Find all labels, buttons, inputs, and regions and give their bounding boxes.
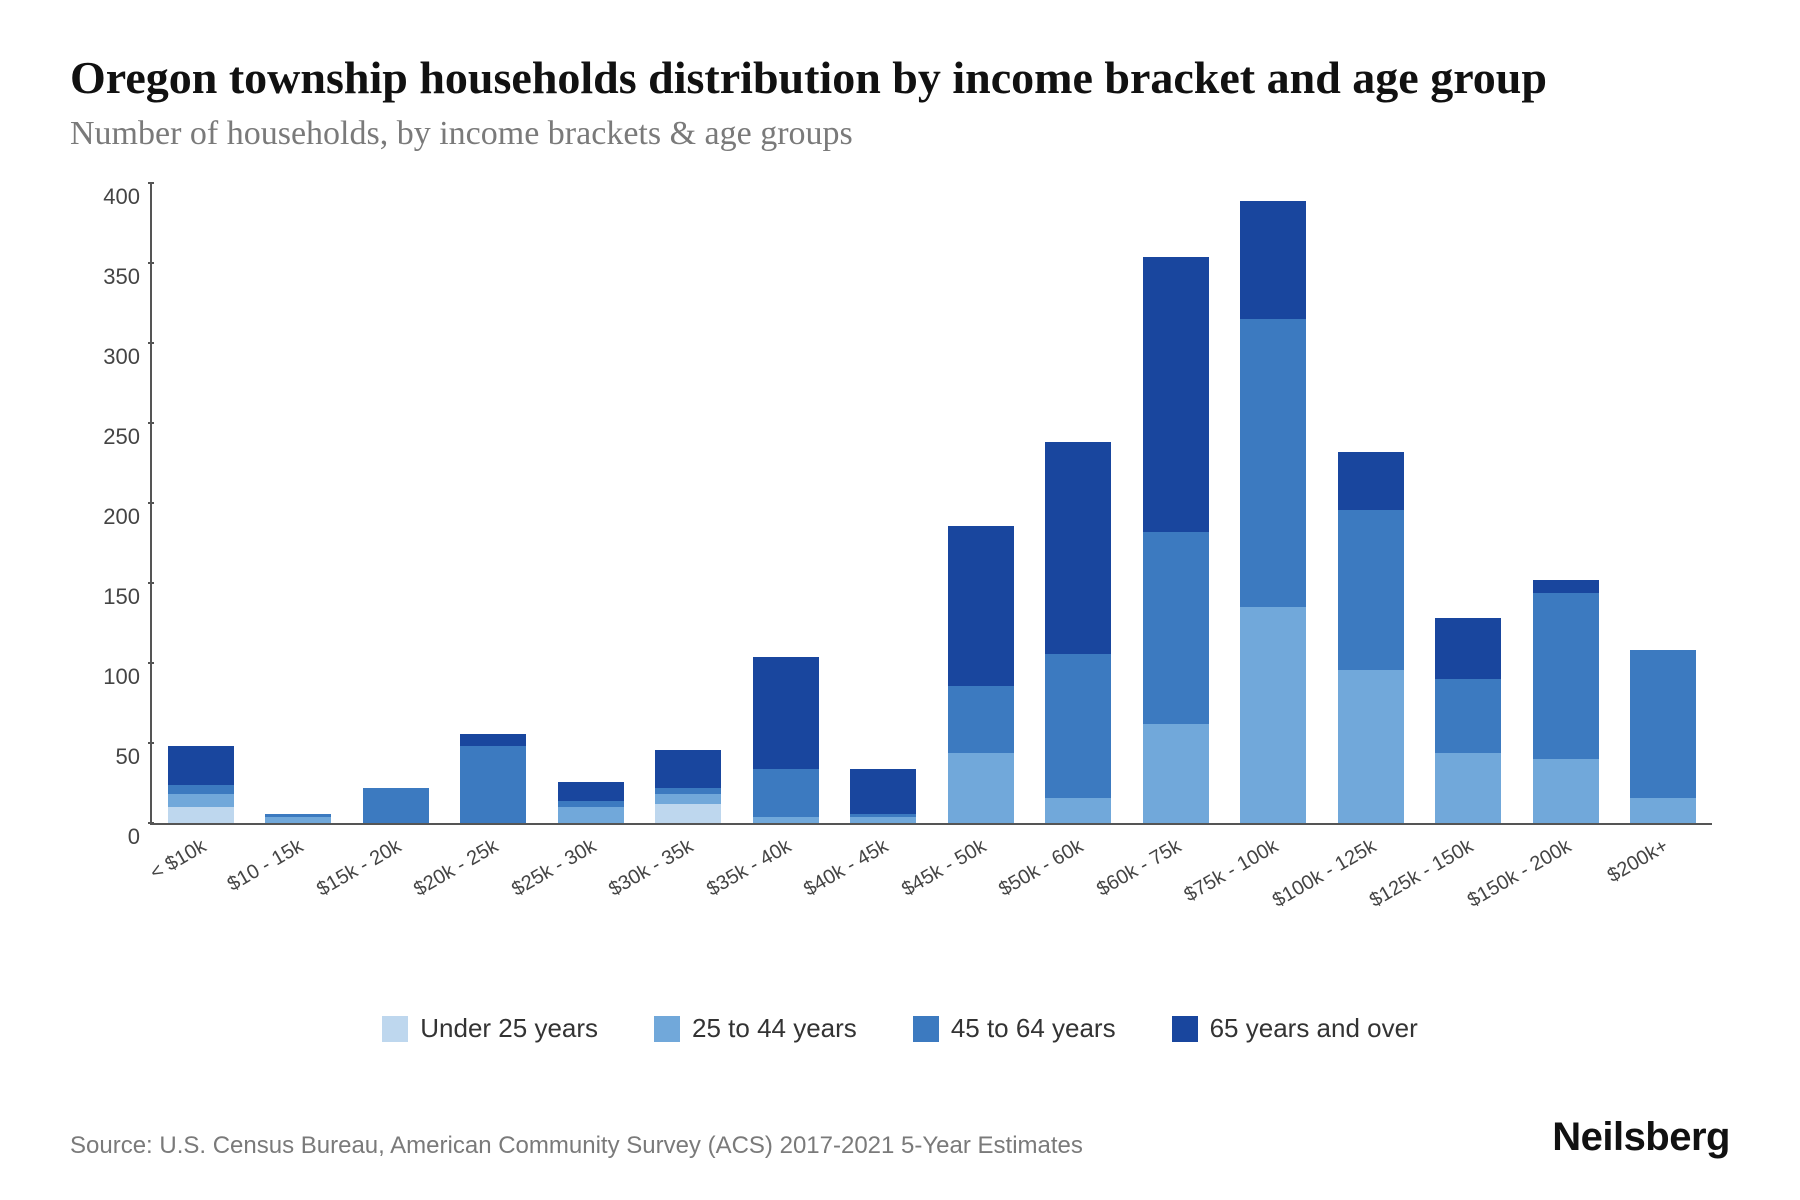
- bar-segment: [655, 804, 721, 823]
- bar-segment: [1533, 759, 1599, 823]
- plot-region: [150, 183, 1712, 825]
- bar-segment: [460, 746, 526, 823]
- legend-label: 65 years and over: [1210, 1013, 1418, 1044]
- bar-segment: [168, 794, 234, 807]
- bar-segment: [1143, 257, 1209, 532]
- bar-segment: [850, 817, 916, 823]
- bar-segment: [168, 785, 234, 795]
- chart-title: Oregon township households distribution …: [70, 50, 1570, 105]
- source-text: Source: U.S. Census Bureau, American Com…: [70, 1132, 1083, 1160]
- legend: Under 25 years 25 to 44 years 45 to 64 yea…: [70, 1013, 1730, 1049]
- bar-segment: [1338, 510, 1404, 670]
- bar-segment: [558, 782, 624, 801]
- legend-item: 25 to 44 years: [654, 1013, 857, 1044]
- brand-logo: Neilsberg: [1552, 1115, 1730, 1160]
- bar-segment: [1240, 319, 1306, 607]
- y-tick-label: 300: [80, 344, 140, 370]
- bar-segment: [1045, 798, 1111, 824]
- bar-segment: [655, 788, 721, 794]
- bar-segment: [850, 769, 916, 814]
- bar-segment: [558, 807, 624, 823]
- y-tick-label: 100: [80, 664, 140, 690]
- bar-segment: [1533, 580, 1599, 593]
- bar-segment: [265, 817, 331, 823]
- y-tick-label: 50: [80, 744, 140, 770]
- y-tick-label: 150: [80, 584, 140, 610]
- bar-segment: [1143, 724, 1209, 823]
- y-tick-label: 400: [80, 184, 140, 210]
- bar-segment: [168, 807, 234, 823]
- bar-segment: [655, 794, 721, 804]
- bar-segment: [850, 814, 916, 817]
- bar-segment: [363, 788, 429, 823]
- bar-segment: [1533, 593, 1599, 759]
- bar-segment: [753, 769, 819, 817]
- bar-segment: [948, 686, 1014, 753]
- legend-swatch: [382, 1016, 408, 1042]
- legend-swatch: [1172, 1016, 1198, 1042]
- bar-segment: [1338, 670, 1404, 824]
- chart-container: Oregon township households distribution …: [0, 0, 1800, 1200]
- bar-segment: [948, 753, 1014, 823]
- legend-label: 25 to 44 years: [692, 1013, 857, 1044]
- bar-segment: [753, 657, 819, 769]
- y-tick-label: 350: [80, 264, 140, 290]
- bar-segment: [1338, 452, 1404, 510]
- bar-segment: [1435, 618, 1501, 679]
- footer: Source: U.S. Census Bureau, American Com…: [70, 1115, 1730, 1160]
- legend-swatch: [913, 1016, 939, 1042]
- bars-layer: [152, 183, 1712, 823]
- legend-item: 45 to 64 years: [913, 1013, 1116, 1044]
- chart-area: 050100150200250300350400 < $10k$10 - 15k…: [80, 173, 1720, 903]
- bar-segment: [1435, 753, 1501, 823]
- bar-segment: [948, 526, 1014, 686]
- bar-segment: [168, 746, 234, 784]
- legend-label: Under 25 years: [420, 1013, 598, 1044]
- bar-segment: [1240, 607, 1306, 823]
- bar-segment: [1045, 654, 1111, 798]
- legend-label: 45 to 64 years: [951, 1013, 1116, 1044]
- bar-segment: [558, 801, 624, 807]
- y-tick-label: 250: [80, 424, 140, 450]
- bar-segment: [753, 817, 819, 823]
- bar-segment: [1240, 201, 1306, 319]
- bar-segment: [1045, 442, 1111, 653]
- chart-subtitle: Number of households, by income brackets…: [70, 115, 1730, 153]
- y-tick-label: 200: [80, 504, 140, 530]
- bar-segment: [1143, 532, 1209, 724]
- bar-segment: [1630, 798, 1696, 824]
- bar-segment: [655, 750, 721, 788]
- y-tick-label: 0: [80, 824, 140, 850]
- bar-segment: [1630, 650, 1696, 797]
- bar-segment: [460, 734, 526, 747]
- legend-item: Under 25 years: [382, 1013, 598, 1044]
- bar-segment: [1435, 679, 1501, 753]
- legend-swatch: [654, 1016, 680, 1042]
- legend-item: 65 years and over: [1172, 1013, 1418, 1044]
- bar-segment: [265, 814, 331, 817]
